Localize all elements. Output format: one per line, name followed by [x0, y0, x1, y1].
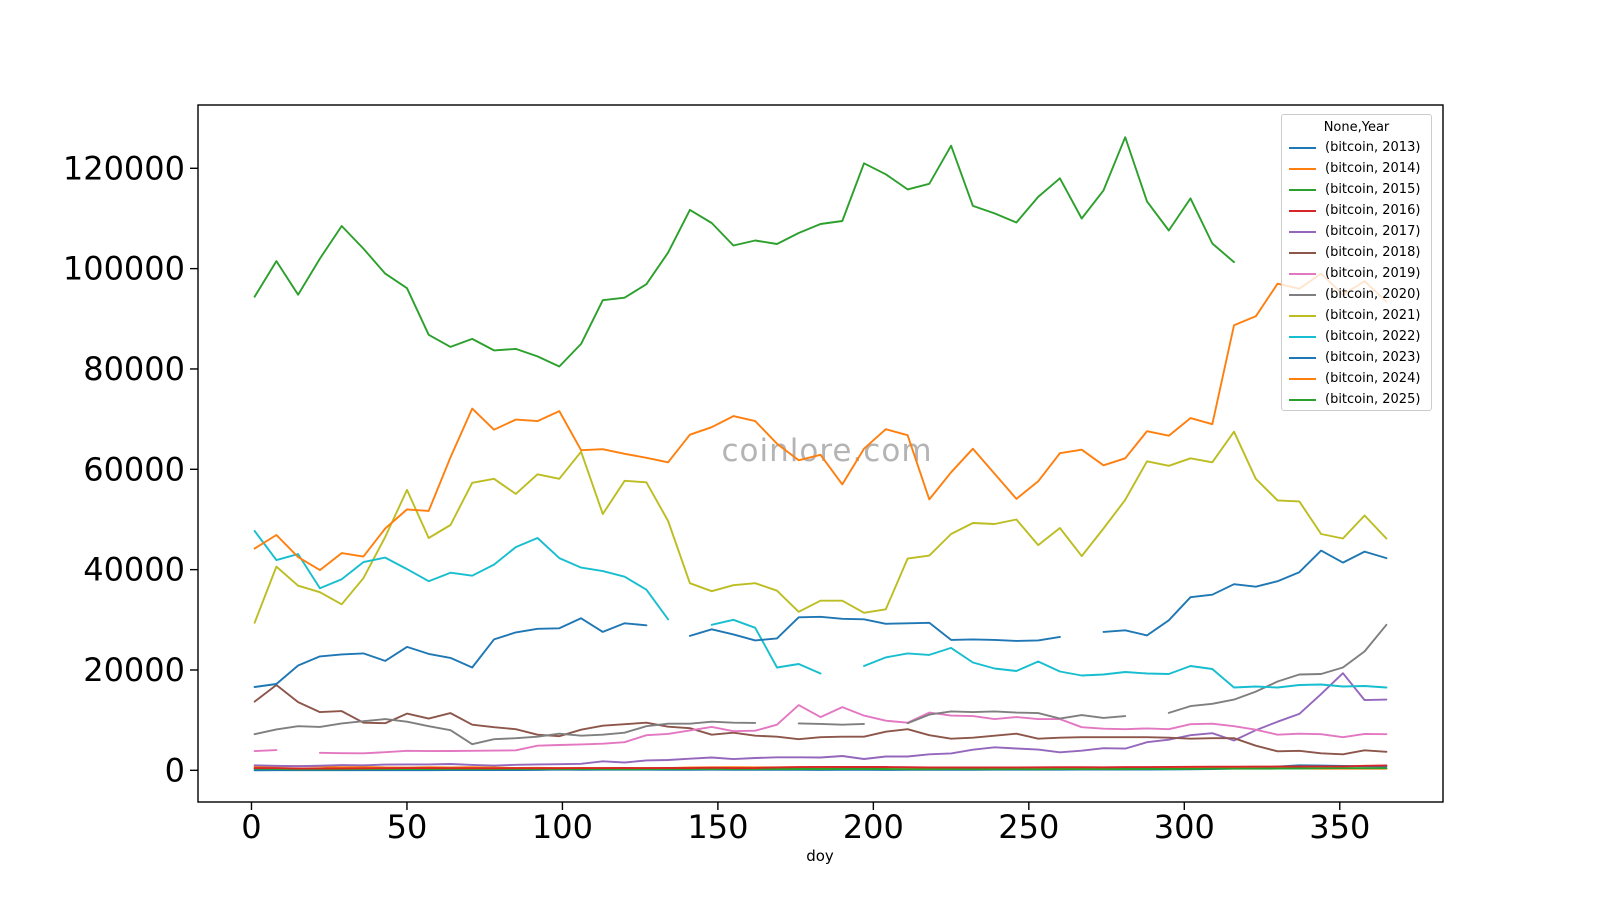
- legend-item-label: (bitcoin, 2020): [1325, 287, 1421, 302]
- series-line-2017: [253, 672, 1388, 768]
- legend-line-sample: [1289, 209, 1316, 212]
- legend-item-label: (bitcoin, 2016): [1325, 203, 1421, 218]
- legend-line-sample: [1289, 356, 1316, 359]
- y-tick-label: 40000: [83, 551, 185, 589]
- legend-item-2016: (bitcoin, 2016): [1282, 200, 1431, 221]
- legend-line-sample: [1289, 146, 1316, 149]
- x-tick-label: 0: [241, 808, 261, 846]
- legend-item-2022: (bitcoin, 2022): [1282, 326, 1431, 347]
- legend-line-sample: [1289, 167, 1316, 170]
- plot-area: [198, 105, 1443, 802]
- legend-item-2013: (bitcoin, 2013): [1282, 137, 1431, 158]
- legend-item-2015: (bitcoin, 2015): [1282, 179, 1431, 200]
- legend-item-label: (bitcoin, 2023): [1325, 350, 1421, 365]
- x-tick-label: 50: [387, 808, 428, 846]
- legend-item-2025: (bitcoin, 2025): [1282, 389, 1431, 410]
- series-line-2019: [253, 704, 1388, 755]
- x-tick-label: 200: [843, 808, 904, 846]
- legend-line-sample: [1289, 188, 1316, 191]
- legend-items: (bitcoin, 2013) (bitcoin, 2014) (bitcoin, …: [1282, 137, 1431, 410]
- y-tick-label: 60000: [83, 450, 185, 488]
- y-tick-label: 80000: [83, 350, 185, 388]
- legend: None,Year (bitcoin, 2013) (bitcoin, 2014)…: [1281, 114, 1432, 411]
- x-tick-label: 300: [1154, 808, 1215, 846]
- y-tick-label: 120000: [63, 149, 185, 187]
- series-line-2024: [253, 272, 1388, 572]
- legend-item-2014: (bitcoin, 2014): [1282, 158, 1431, 179]
- legend-item-2019: (bitcoin, 2019): [1282, 263, 1431, 284]
- axes-ticks: 0 50 100 150 200 250 300 350 0 20000 40000 60000 800…: [63, 149, 1370, 846]
- legend-line-sample: [1289, 272, 1316, 275]
- series-line-2018: [253, 684, 1388, 756]
- series-line-2016: [253, 764, 1388, 770]
- legend-item-label: (bitcoin, 2017): [1325, 224, 1421, 239]
- legend-item-label: (bitcoin, 2013): [1325, 140, 1421, 155]
- y-tick-label: 100000: [63, 250, 185, 288]
- legend-item-label: (bitcoin, 2015): [1325, 182, 1421, 197]
- y-tick-label: 20000: [83, 651, 185, 689]
- legend-item-label: (bitcoin, 2021): [1325, 308, 1421, 323]
- x-axis-label: doy: [806, 847, 834, 865]
- legend-item-2024: (bitcoin, 2024): [1282, 368, 1431, 389]
- legend-item-label: (bitcoin, 2025): [1325, 392, 1421, 407]
- legend-item-label: (bitcoin, 2014): [1325, 161, 1421, 176]
- x-tick-label: 150: [687, 808, 748, 846]
- legend-item-2021: (bitcoin, 2021): [1282, 305, 1431, 326]
- legend-line-sample: [1289, 398, 1316, 401]
- legend-item-label: (bitcoin, 2024): [1325, 371, 1421, 386]
- legend-item-2023: (bitcoin, 2023): [1282, 347, 1431, 368]
- series-lines: [253, 136, 1388, 772]
- series-line-2023: [253, 549, 1388, 688]
- legend-item-2018: (bitcoin, 2018): [1282, 242, 1431, 263]
- series-line-2021: [253, 430, 1388, 624]
- x-tick-label: 350: [1309, 808, 1370, 846]
- legend-line-sample: [1289, 314, 1316, 317]
- legend-item-label: (bitcoin, 2019): [1325, 266, 1421, 281]
- legend-line-sample: [1289, 377, 1316, 380]
- y-tick-label: 0: [165, 751, 185, 789]
- legend-item-2017: (bitcoin, 2017): [1282, 221, 1431, 242]
- series-line-2022: [253, 530, 1388, 689]
- legend-item-2020: (bitcoin, 2020): [1282, 284, 1431, 305]
- x-tick-label: 100: [532, 808, 593, 846]
- legend-line-sample: [1289, 251, 1316, 254]
- legend-title: None,Year: [1323, 120, 1390, 135]
- legend-item-label: (bitcoin, 2018): [1325, 245, 1421, 260]
- legend-item-label: (bitcoin, 2022): [1325, 329, 1421, 344]
- legend-line-sample: [1289, 335, 1316, 338]
- series-line-2025: [253, 136, 1235, 368]
- plot-border-spines: [197, 104, 1444, 803]
- series-line-2020: [253, 623, 1388, 746]
- legend-line-sample: [1289, 230, 1316, 233]
- x-tick-label: 250: [998, 808, 1059, 846]
- legend-line-sample: [1289, 293, 1316, 296]
